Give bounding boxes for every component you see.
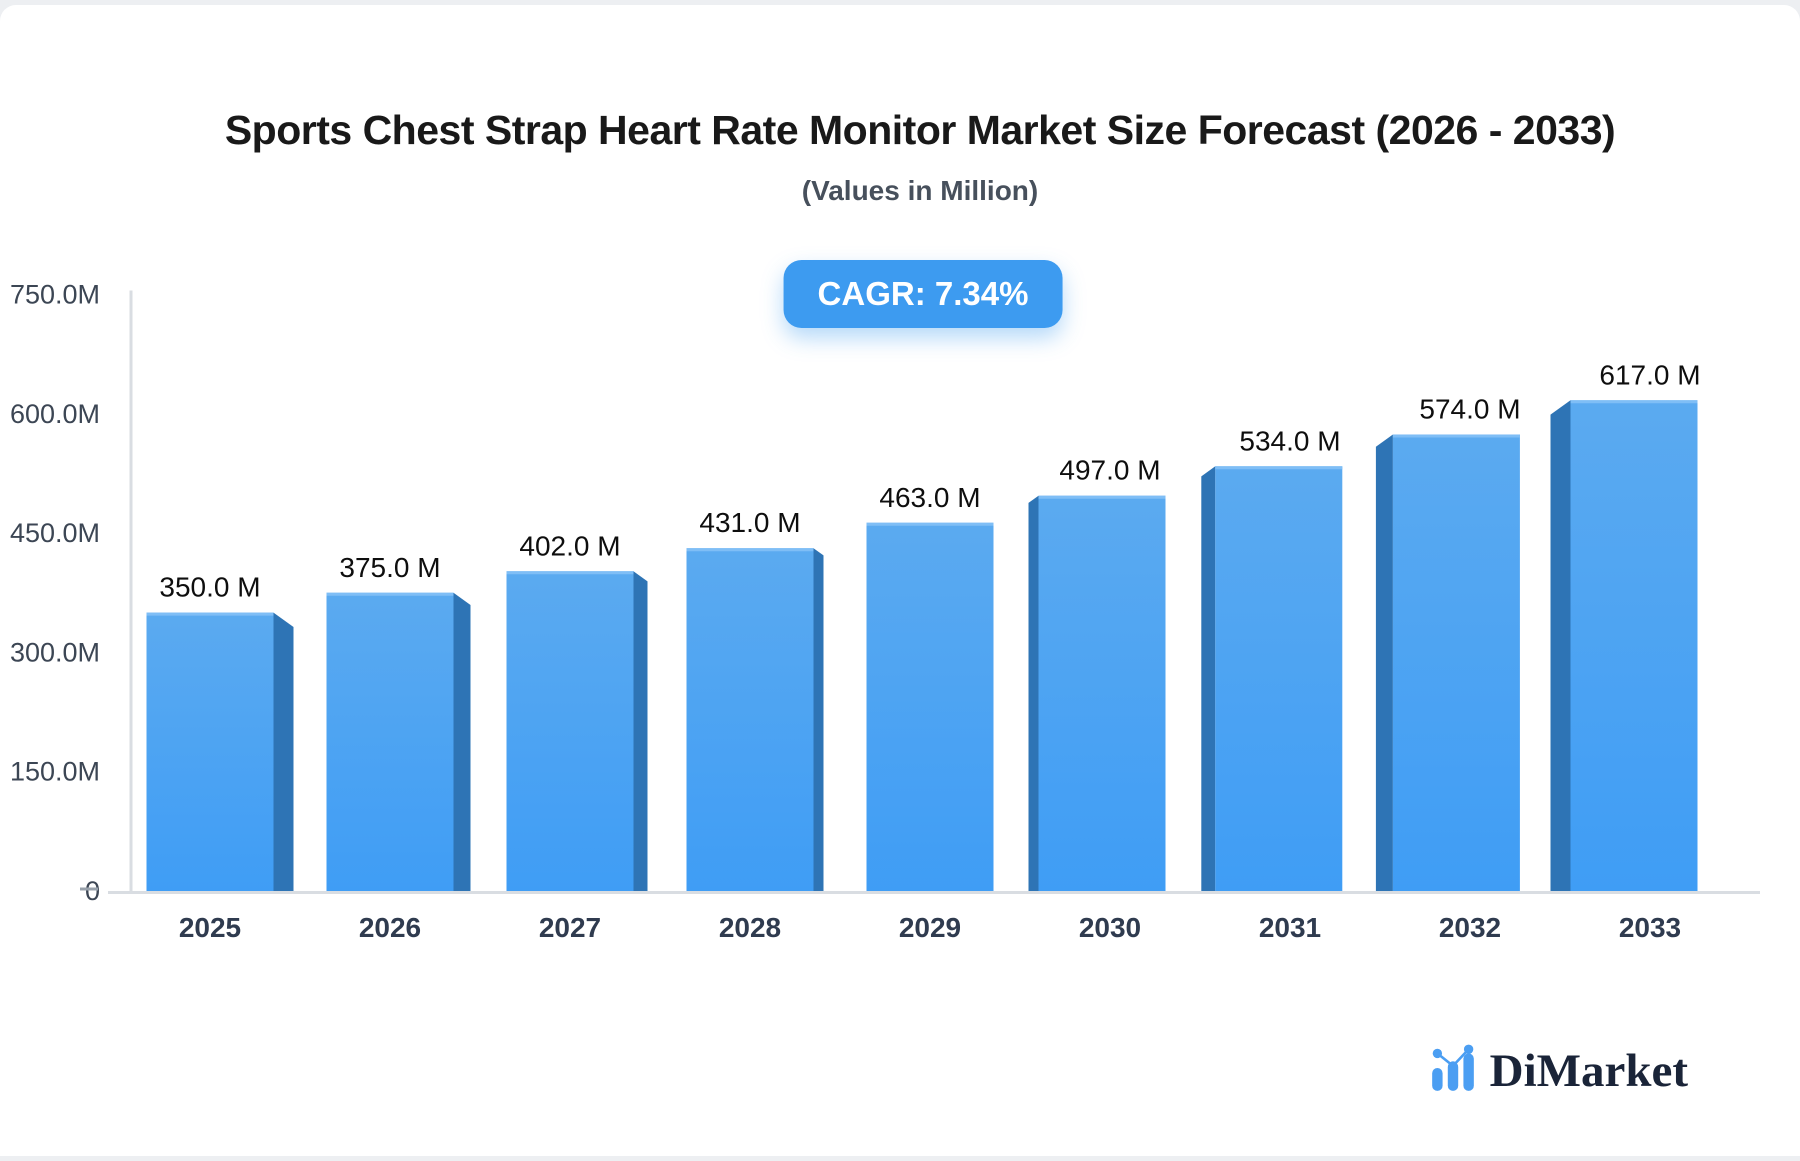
bar-side-2027 <box>633 571 648 891</box>
bar-side-2031 <box>1201 466 1216 891</box>
bar-side-2033 <box>1550 400 1571 891</box>
bar-value-label: 497.0 M <box>1059 455 1160 486</box>
x-category-label: 2032 <box>1439 912 1501 943</box>
y-tick-label: 750.0M <box>10 280 100 310</box>
bar-value-label: 402.0 M <box>519 530 620 561</box>
bar-2025 <box>146 612 274 891</box>
bar-side-2030 <box>1028 495 1039 891</box>
bar-value-label: 350.0 M <box>159 572 260 603</box>
bar-2029 <box>866 522 994 891</box>
y-tick-label: 0 <box>85 876 100 906</box>
bar-2030 <box>1038 495 1166 891</box>
bar-value-label: 431.0 M <box>699 507 800 538</box>
bar-side-2026 <box>453 592 471 891</box>
bar-side-2025 <box>273 612 294 891</box>
bar-value-label: 617.0 M <box>1599 359 1700 390</box>
x-category-label: 2026 <box>359 912 421 943</box>
bar-value-label: 375.0 M <box>339 552 440 583</box>
bar-2032 <box>1392 434 1520 891</box>
bar-chart: 0 150.0M 300.0M 450.0M 600.0M 750.0M 350.0 M 20… <box>10 280 1760 943</box>
x-category-label: 2029 <box>899 912 961 943</box>
y-tick-label: 300.0M <box>10 637 100 667</box>
brand-icon-dot <box>1447 1061 1458 1071</box>
bar-2033 <box>1570 400 1698 891</box>
cagr-badge-label: CAGR: 7.34% <box>817 275 1029 312</box>
bar-side-2028 <box>813 548 824 891</box>
x-category-label: 2028 <box>719 912 781 943</box>
y-tick-label: 600.0M <box>10 399 100 429</box>
brand-icon-bar <box>1463 1053 1474 1091</box>
x-category-label: 2030 <box>1079 912 1141 943</box>
y-tick-label: 150.0M <box>10 757 100 787</box>
brand-icon-dot <box>1463 1044 1473 1054</box>
bar-2031 <box>1215 466 1343 891</box>
bar-2027 <box>506 571 634 891</box>
x-category-label: 2025 <box>179 912 241 943</box>
brand-icon-bar <box>1431 1068 1443 1091</box>
cagr-badge: CAGR: 7.34% <box>783 260 1063 328</box>
chart-subtitle: (Values in Million) <box>801 175 1039 206</box>
bar-value-label: 463.0 M <box>879 482 980 513</box>
bar-2028 <box>686 548 814 891</box>
x-category-label: 2033 <box>1619 912 1681 943</box>
chart-title: Sports Chest Strap Heart Rate Monitor Ma… <box>224 107 1616 153</box>
bar-side-2032 <box>1375 434 1393 891</box>
x-category-label: 2027 <box>539 912 601 943</box>
bar-2026 <box>326 592 454 891</box>
chart-card: Sports Chest Strap Heart Rate Monitor Ma… <box>0 5 1800 1156</box>
brand-icon-dot <box>1432 1048 1442 1059</box>
bar-value-label: 574.0 M <box>1419 393 1520 424</box>
x-category-label: 2031 <box>1259 912 1321 943</box>
brand-icon <box>1431 1044 1474 1091</box>
brand-logo: DiMarket <box>1428 1043 1688 1097</box>
bar-value-label: 534.0 M <box>1239 425 1340 456</box>
brand-name: DiMarket <box>1489 1045 1688 1097</box>
y-tick-label: 450.0M <box>10 518 100 548</box>
